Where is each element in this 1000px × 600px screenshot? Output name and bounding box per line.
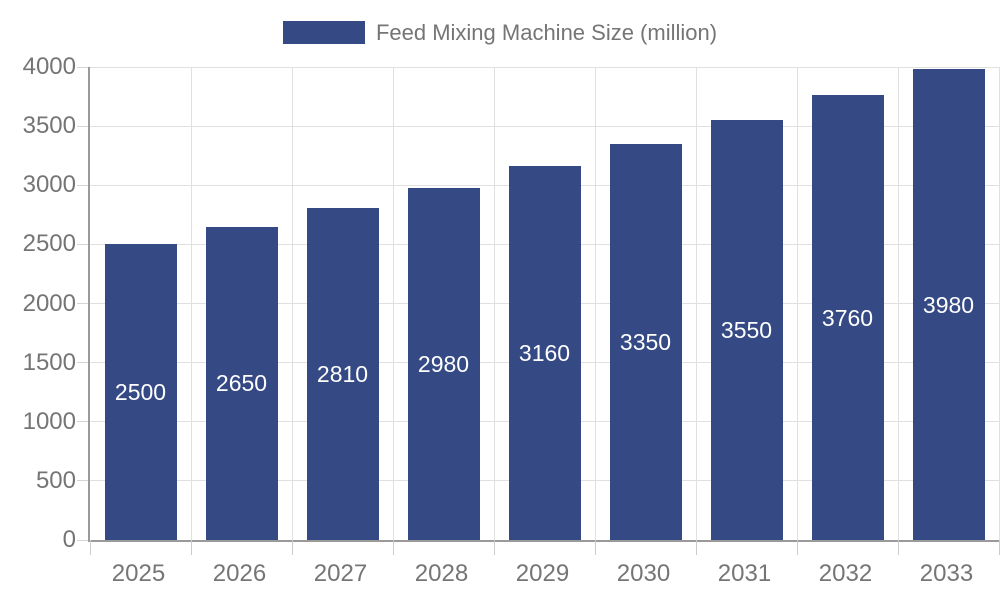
bar-value-label: 2500 bbox=[114, 379, 167, 406]
x-axis-tick bbox=[493, 540, 495, 555]
x-axis-tick bbox=[190, 540, 192, 555]
x-gridline bbox=[291, 67, 293, 540]
x-axis-tick bbox=[392, 540, 394, 555]
bar-value-label: 2980 bbox=[417, 350, 470, 377]
x-axis-tick bbox=[897, 540, 899, 555]
y-axis-label: 0 bbox=[62, 526, 76, 553]
y-axis-tick bbox=[77, 125, 88, 127]
x-axis-tick bbox=[291, 540, 293, 555]
legend-swatch-icon bbox=[282, 21, 365, 44]
y-axis-label: 3000 bbox=[22, 171, 76, 199]
y-axis-tick bbox=[77, 243, 88, 245]
x-axis-label: 2026 bbox=[212, 560, 267, 587]
x-axis-label: 2030 bbox=[616, 560, 671, 587]
x-axis-label: 2025 bbox=[111, 560, 166, 587]
y-axis-tick bbox=[77, 303, 88, 304]
x-gridline bbox=[796, 67, 798, 540]
x-axis-tick bbox=[89, 540, 91, 555]
y-axis-tick bbox=[77, 539, 88, 541]
y-axis-tick bbox=[77, 421, 88, 423]
bar-value-label: 3350 bbox=[619, 328, 672, 355]
bar[interactable] bbox=[306, 207, 379, 540]
bar-value-label: 3160 bbox=[518, 340, 571, 367]
bar[interactable] bbox=[104, 244, 177, 540]
x-axis-tick bbox=[998, 540, 1000, 555]
bar[interactable] bbox=[710, 120, 783, 540]
x-axis-label: 2029 bbox=[515, 560, 570, 587]
bar[interactable] bbox=[912, 69, 985, 540]
y-axis-label: 2500 bbox=[22, 230, 76, 258]
x-axis-label: 2033 bbox=[919, 560, 974, 587]
x-axis-label: 2032 bbox=[818, 560, 873, 587]
bar[interactable] bbox=[609, 143, 682, 540]
x-axis-tick bbox=[796, 540, 798, 555]
legend-label: Feed Mixing Machine Size (million) bbox=[375, 20, 718, 45]
bar[interactable] bbox=[205, 226, 278, 540]
x-gridline bbox=[695, 67, 697, 540]
x-gridline bbox=[998, 67, 1000, 540]
y-gridline bbox=[90, 66, 999, 68]
bar-value-label: 2650 bbox=[215, 370, 268, 397]
bar-value-label: 2810 bbox=[316, 360, 369, 387]
y-axis-label: 2000 bbox=[22, 289, 76, 317]
x-gridline bbox=[594, 67, 596, 540]
bar-value-label: 3550 bbox=[720, 317, 773, 344]
y-axis-label: 3500 bbox=[22, 112, 76, 140]
y-axis-label: 1500 bbox=[22, 348, 76, 376]
y-axis-label: 4000 bbox=[22, 53, 76, 80]
x-axis-label: 2028 bbox=[414, 560, 469, 587]
y-axis-label: 1000 bbox=[22, 407, 76, 435]
x-gridline bbox=[897, 67, 899, 540]
y-axis-tick bbox=[77, 184, 88, 186]
y-axis-label: 500 bbox=[35, 466, 76, 494]
x-gridline bbox=[493, 67, 495, 540]
legend[interactable]: Feed Mixing Machine Size (million) bbox=[0, 20, 1000, 45]
x-gridline bbox=[190, 67, 192, 540]
bar[interactable] bbox=[811, 95, 884, 540]
y-axis-tick bbox=[77, 66, 88, 68]
x-axis-label: 2027 bbox=[313, 560, 368, 587]
x-axis-label: 2031 bbox=[717, 560, 772, 587]
plot-area: 2500 2650 2810 2980 3160 3350 3550 3760 3980 bbox=[77, 66, 1000, 555]
y-axis-tick bbox=[77, 362, 88, 364]
bar-value-label: 3980 bbox=[922, 291, 975, 318]
x-axis-tick bbox=[594, 540, 596, 555]
y-axis-tick bbox=[77, 480, 88, 482]
x-axis-tick bbox=[695, 540, 697, 555]
bar[interactable] bbox=[407, 187, 480, 540]
x-gridline bbox=[392, 67, 394, 540]
y-gridline bbox=[90, 125, 999, 127]
bar[interactable] bbox=[508, 166, 581, 540]
bar-value-label: 3760 bbox=[821, 304, 874, 331]
